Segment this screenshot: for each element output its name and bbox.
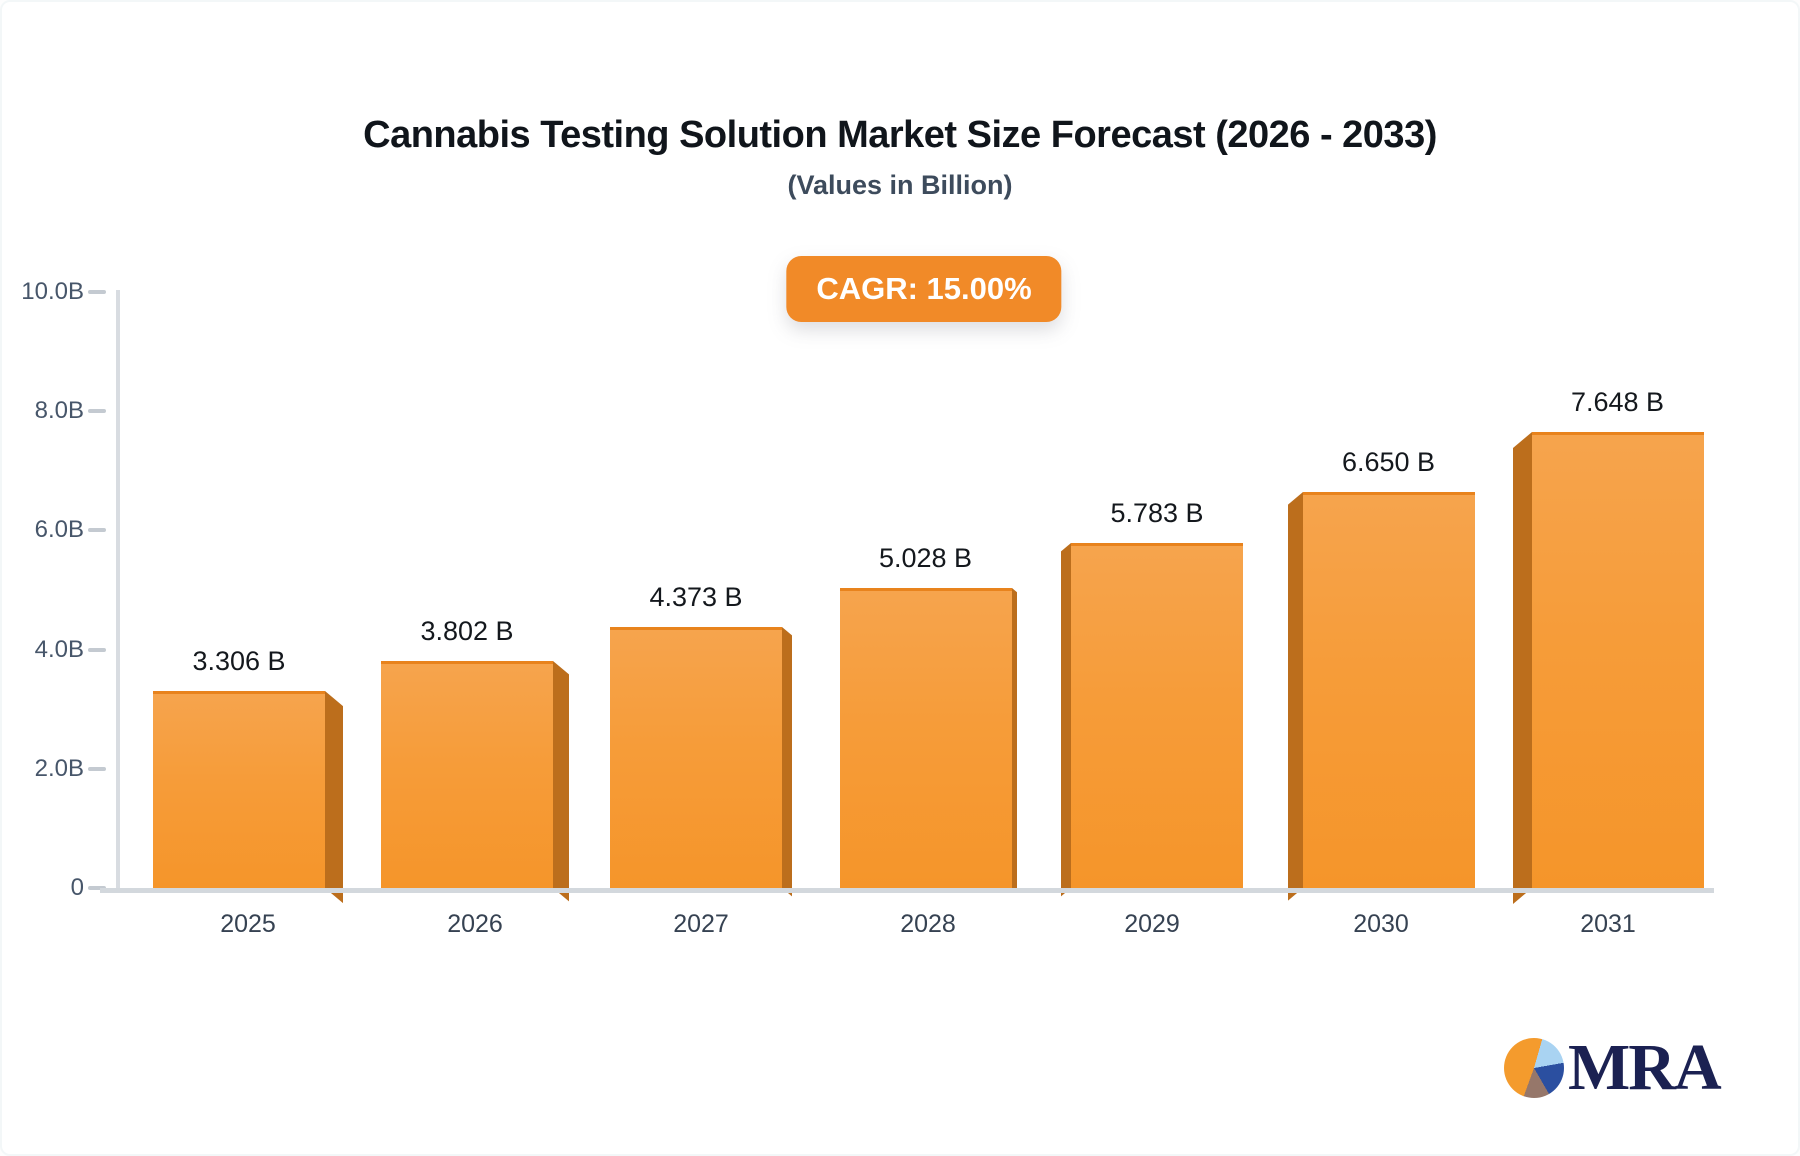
y-tick-mark <box>88 528 106 533</box>
y-tick-mark <box>88 290 106 294</box>
pie-chart-logo-icon <box>1504 1038 1564 1098</box>
bar-2028 <box>839 588 1012 888</box>
bar-value-label: 5.028 B <box>878 543 973 573</box>
y-tick-mark <box>88 766 106 771</box>
x-axis-label: 2031 <box>1580 910 1636 938</box>
bar-value-label: 4.373 B <box>649 582 743 612</box>
bar-side-face <box>1061 543 1071 897</box>
bar-2027 <box>610 627 782 888</box>
y-tick-mark <box>88 409 106 414</box>
bar-value-label: 7.648 B <box>1570 387 1665 417</box>
y-axis-line <box>116 290 120 888</box>
bar-2029 <box>1071 543 1243 888</box>
x-axis-label: 2030 <box>1353 910 1409 938</box>
chart-title: Cannabis Testing Solution Market Size Fo… <box>363 114 1437 156</box>
bar-value-label: 3.802 B <box>420 616 514 646</box>
y-tick-mark <box>88 886 106 890</box>
mra-logo: MRA <box>1504 1031 1722 1104</box>
y-tick-label: 8.0B <box>34 397 84 425</box>
x-axis-label: 2029 <box>1124 910 1180 938</box>
x-axis-label: 2026 <box>447 910 503 938</box>
bar-value-label: 3.306 B <box>192 646 286 676</box>
plot-area: 10.0B 8.0B 6.0B 4.0B 2.0B 0 3.306 B 2025 3.802 B… <box>21 278 1714 938</box>
bar-side-face <box>325 691 343 904</box>
bar-side-face <box>553 661 569 902</box>
cagr-badge: CAGR: 15.00% <box>786 256 1062 322</box>
bar-2025 <box>153 691 325 888</box>
x-axis-baseline <box>100 888 1714 893</box>
y-tick-label: 2.0B <box>34 754 84 782</box>
y-tick-label: 6.0B <box>34 516 84 544</box>
y-tick-label: 10.0B <box>21 278 84 305</box>
bar-side-face <box>782 627 792 897</box>
y-tick-label: 0 <box>70 874 84 901</box>
x-axis-label: 2028 <box>900 910 956 938</box>
bar-side-face <box>1512 432 1532 904</box>
bar-side-face <box>1287 492 1303 901</box>
bar-value-label: 6.650 B <box>1341 447 1436 477</box>
y-tick-label: 4.0B <box>34 635 84 663</box>
bar-value-label: 5.783 B <box>1110 498 1204 528</box>
bar-2026 <box>381 661 553 888</box>
y-tick-mark <box>88 647 106 652</box>
x-axis-label: 2025 <box>220 910 276 938</box>
x-axis-label: 2027 <box>673 910 729 938</box>
bar-2030 <box>1302 492 1475 888</box>
bar-2031 <box>1531 432 1704 888</box>
bar-side-face <box>1011 588 1017 893</box>
logo-text: MRA <box>1568 1031 1722 1104</box>
chart-subtitle: (Values in Billion) <box>787 170 1013 200</box>
